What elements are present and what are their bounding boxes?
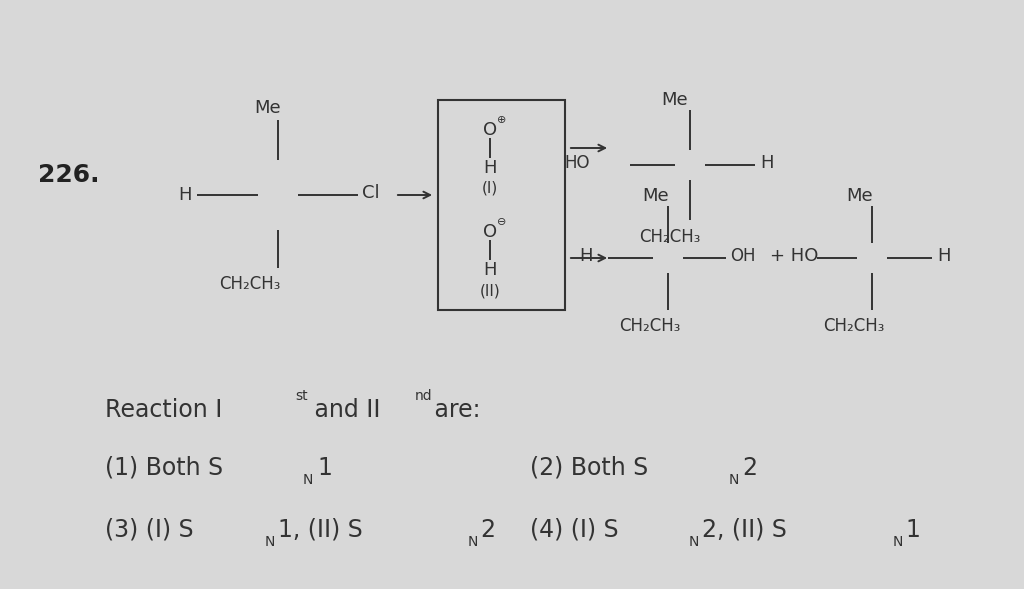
Text: Me: Me [643,187,670,205]
Text: 1, (II) S: 1, (II) S [278,518,362,542]
Text: H: H [483,159,497,177]
Text: H: H [580,247,593,265]
Text: nd: nd [415,389,432,403]
Text: HO: HO [564,154,590,172]
Text: + HO: + HO [770,247,818,265]
Text: N: N [265,535,275,549]
Text: st: st [295,389,307,403]
Text: 1: 1 [905,518,920,542]
Text: Me: Me [847,187,873,205]
Text: CH₂CH₃: CH₂CH₃ [620,317,681,335]
Text: ⊖: ⊖ [498,217,507,227]
Text: OH: OH [730,247,756,265]
Text: (2) Both S: (2) Both S [530,456,648,480]
Text: CH₂CH₃: CH₂CH₃ [219,275,281,293]
Text: N: N [689,535,699,549]
Text: CH₂CH₃: CH₂CH₃ [823,317,885,335]
Text: O: O [483,121,497,139]
Text: CH₂CH₃: CH₂CH₃ [639,228,700,246]
Text: Me: Me [662,91,688,109]
Bar [438,100,565,310]
Text: (3) (I) S: (3) (I) S [105,518,194,542]
Text: Me: Me [255,99,282,117]
Text: N: N [468,535,478,549]
Text: (II): (II) [479,283,501,299]
Text: 2: 2 [480,518,495,542]
Text: N: N [893,535,903,549]
Text: (1) Both S: (1) Both S [105,456,223,480]
Text: 2: 2 [742,456,757,480]
Text: Reaction I: Reaction I [105,398,222,422]
Text: (I): (I) [482,180,498,196]
Text: (4) (I) S: (4) (I) S [530,518,618,542]
Text: O: O [483,223,497,241]
Text: N: N [303,473,313,487]
Text: H: H [483,261,497,279]
Text: 1: 1 [317,456,332,480]
Text: Cl: Cl [362,184,380,202]
Text: H: H [760,154,773,172]
Text: 226.: 226. [38,163,99,187]
Text: H: H [178,186,191,204]
Text: N: N [729,473,739,487]
Text: and II: and II [307,398,381,422]
Text: 2, (II) S: 2, (II) S [702,518,786,542]
Text: ⊕: ⊕ [498,115,507,125]
Text: are:: are: [427,398,480,422]
Text: H: H [937,247,950,265]
